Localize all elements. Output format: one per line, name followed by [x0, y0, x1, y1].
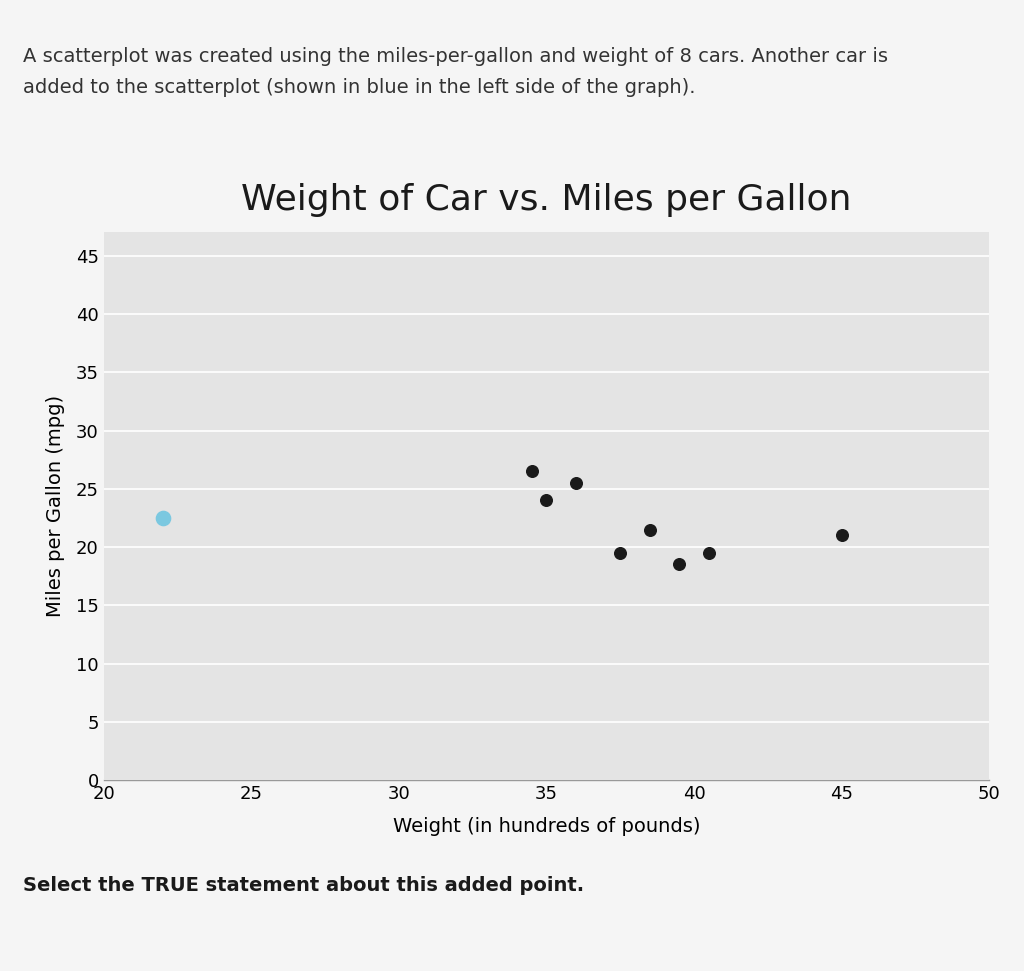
Text: A scatterplot was created using the miles-per-gallon and weight of 8 cars. Anoth: A scatterplot was created using the mile…: [23, 48, 888, 97]
Point: [155, 510, 171, 525]
Text: Select the TRUE statement about this added point.: Select the TRUE statement about this add…: [23, 876, 584, 895]
Point: [523, 463, 540, 479]
Point: [567, 475, 584, 490]
Title: Weight of Car vs. Miles per Gallon: Weight of Car vs. Miles per Gallon: [242, 184, 852, 218]
Point: [539, 492, 555, 508]
Point: [671, 556, 687, 572]
Y-axis label: Miles per Gallon (mpg): Miles per Gallon (mpg): [46, 395, 65, 618]
Point: [642, 521, 658, 537]
Point: [612, 545, 629, 560]
Point: [700, 545, 717, 560]
X-axis label: Weight (in hundreds of pounds): Weight (in hundreds of pounds): [392, 817, 700, 836]
Point: [834, 527, 850, 543]
